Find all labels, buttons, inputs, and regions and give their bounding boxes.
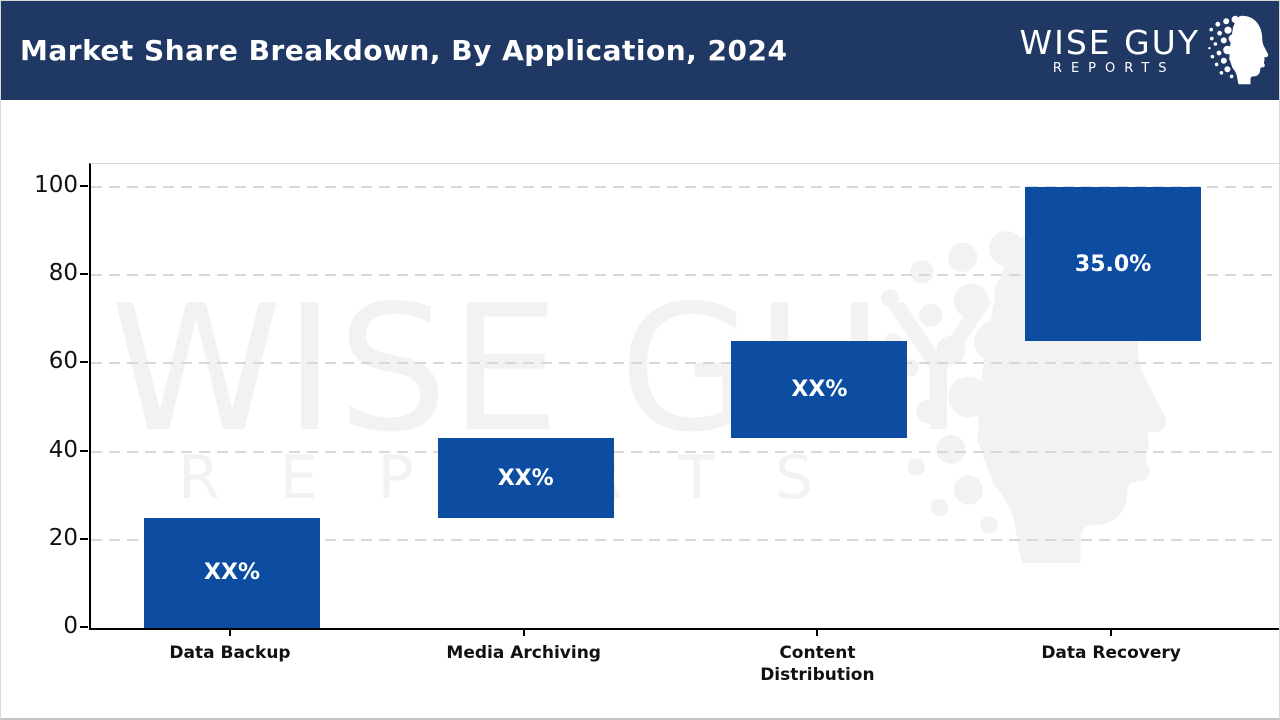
- y-axis-tick-label: 0: [63, 613, 78, 639]
- header: Market Share Breakdown, By Application, …: [0, 0, 1280, 100]
- grid-line: [91, 450, 1279, 453]
- brand-logo: WISE GUY REPORTS: [1019, 14, 1270, 86]
- x-axis-tick: [1110, 629, 1113, 636]
- brand-name: WISE GUY: [1019, 22, 1200, 62]
- y-axis-tick-label: 20: [48, 524, 78, 551]
- y-axis-tick-label: 60: [48, 348, 78, 375]
- y-axis-tick-label: 100: [34, 172, 78, 198]
- grid-line: [91, 274, 1279, 277]
- y-axis-tick: [80, 185, 88, 187]
- grid-line: [91, 362, 1279, 365]
- plot-area: XX% XX% XX% 35.0%: [89, 163, 1280, 630]
- bar: XX%: [437, 438, 614, 518]
- y-axis-tick: [80, 361, 88, 364]
- x-axis-tick-label: Media Archiving: [446, 643, 601, 663]
- x-axis-tick: [522, 629, 525, 636]
- bar-value-label: 35.0%: [1074, 251, 1152, 277]
- x-axis-tick-label: Content Distribution: [760, 643, 875, 686]
- bar-value-label: XX%: [791, 377, 848, 403]
- y-axis-tick: [80, 449, 88, 452]
- x-axis-tick: [816, 629, 819, 636]
- y-axis-tick-label: 40: [48, 436, 78, 463]
- brand-subname: REPORTS: [1052, 60, 1176, 76]
- x-axis-tick-label: Data Recovery: [1041, 643, 1181, 663]
- y-axis-tick: [80, 537, 88, 540]
- bar-value-label: XX%: [204, 560, 260, 586]
- page-title: Market Share Breakdown, By Application, …: [20, 33, 788, 67]
- brand-wordmark: WISE GUY REPORTS: [1019, 26, 1200, 75]
- x-axis-tick: [229, 629, 231, 636]
- head-logo-icon: [1204, 14, 1270, 86]
- bar-value-label: XX%: [497, 465, 554, 491]
- bar: 35.0%: [1025, 187, 1202, 342]
- grid-line: [91, 538, 1279, 541]
- y-axis-tick-label: 80: [48, 260, 78, 287]
- x-axis-tick-label: Data Backup: [169, 643, 291, 663]
- bar: XX%: [144, 517, 320, 628]
- y-axis-tick: [80, 626, 88, 628]
- grid-line: [91, 186, 1279, 188]
- bar: XX%: [731, 341, 908, 439]
- y-axis-tick: [80, 273, 88, 276]
